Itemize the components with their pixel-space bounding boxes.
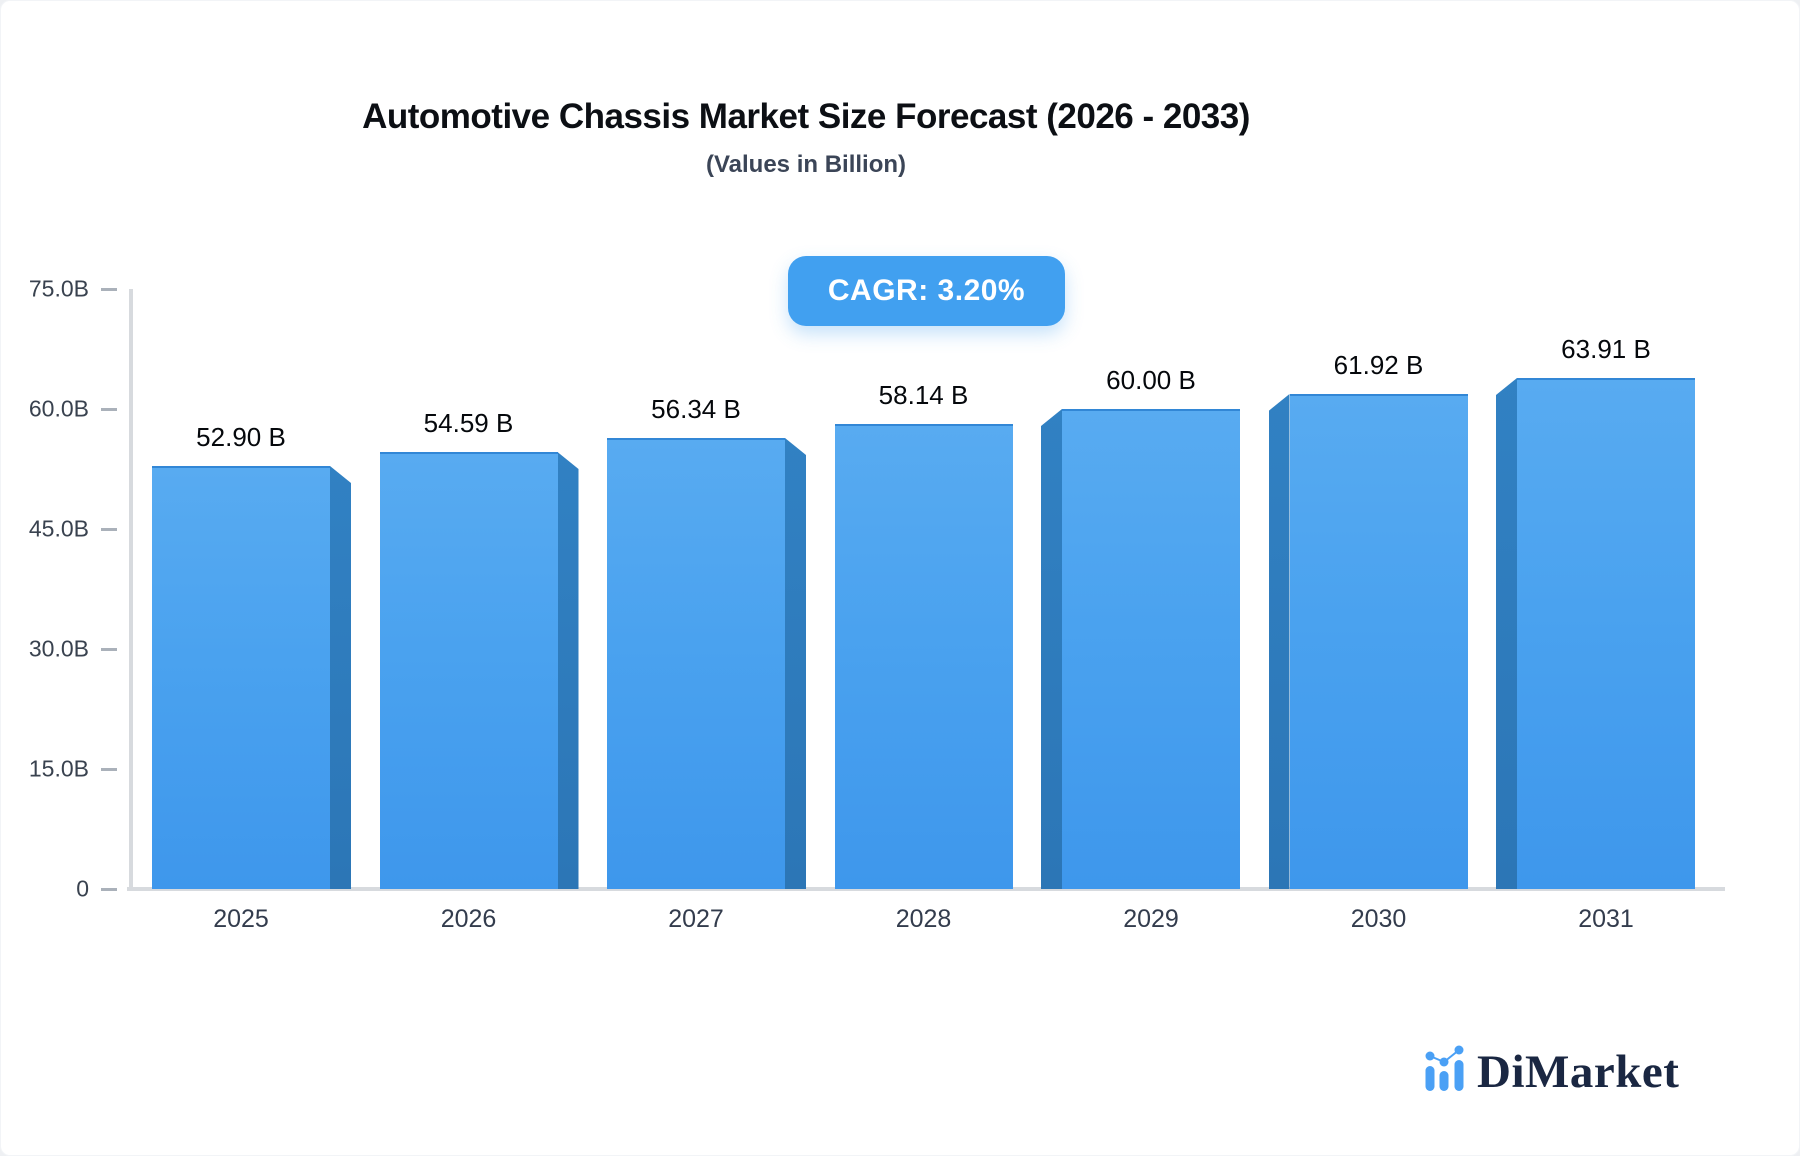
- bar-value-label: 63.91 B: [1561, 334, 1651, 364]
- bar-2031: [1517, 378, 1695, 889]
- bar-value-label: 54.59 B: [423, 408, 514, 438]
- bar-2025: [152, 466, 330, 889]
- bar-3d-side: [557, 452, 579, 889]
- bar-2027: [607, 438, 785, 889]
- y-tick-label: 45.0B: [28, 515, 89, 542]
- bar-value-label: 58.14 B: [878, 380, 969, 410]
- x-axis-label: 2027: [668, 905, 724, 933]
- y-tick-label: 0: [76, 875, 89, 902]
- y-tick-dash: [101, 528, 117, 531]
- bar-3d-side: [330, 466, 351, 889]
- y-tick-label: 30.0B: [28, 635, 89, 662]
- cagr-badge-label: CAGR: 3.20%: [827, 274, 1026, 307]
- cagr-badge: CAGR: 3.20%: [788, 256, 1065, 326]
- x-axis-label: 2030: [1350, 905, 1407, 933]
- bar-3d-side: [785, 438, 806, 889]
- y-tick-dash: [101, 888, 117, 891]
- brand-logo: DiMarket: [1425, 1043, 1679, 1096]
- y-tick-label: 15.0B: [28, 755, 89, 782]
- bar-2029: [1062, 409, 1240, 889]
- bar-3d-side: [1041, 409, 1062, 889]
- bar-value-label: 56.34 B: [651, 394, 741, 424]
- x-axis-label: 2026: [440, 905, 497, 933]
- x-axis-label: 2028: [895, 905, 952, 933]
- bar-2030: [1289, 394, 1468, 889]
- brand-name: DiMarket: [1477, 1046, 1680, 1098]
- y-tick-label: 75.0B: [28, 275, 89, 302]
- chart-subtitle: (Values in Billion): [705, 151, 907, 178]
- y-tick-dash: [101, 288, 117, 291]
- x-axis-label: 2025: [213, 905, 269, 933]
- bar-3d-side: [1496, 378, 1517, 889]
- y-tick-label: 60.0B: [28, 395, 89, 422]
- bar-2026: [379, 452, 558, 889]
- bar-value-label: 60.00 B: [1106, 365, 1196, 395]
- bar-3d-side: [1268, 394, 1290, 889]
- x-axis-label: 2031: [1578, 905, 1634, 933]
- bar-2028: [834, 424, 1013, 889]
- y-tick-dash: [101, 768, 117, 771]
- bar-value-label: 61.92 B: [1333, 350, 1424, 380]
- y-tick-dash: [101, 648, 117, 651]
- y-axis-line: [129, 289, 133, 891]
- x-axis-baseline: [127, 887, 1725, 891]
- x-axis-label: 2029: [1123, 905, 1179, 933]
- chart-title: Automotive Chassis Market Size Forecast …: [362, 97, 1250, 136]
- bar-value-label: 52.90 B: [196, 422, 286, 452]
- y-tick-dash: [101, 408, 117, 411]
- bar-chart-with-dots-icon: [1425, 1043, 1465, 1096]
